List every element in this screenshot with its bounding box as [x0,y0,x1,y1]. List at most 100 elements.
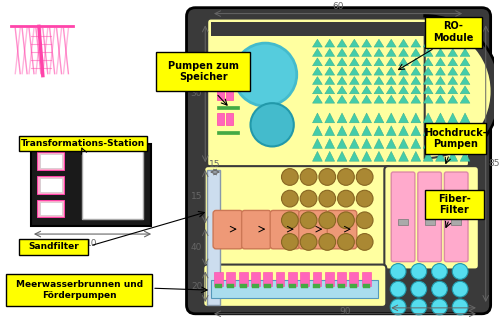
Polygon shape [448,95,458,103]
Polygon shape [374,58,384,66]
Circle shape [319,190,336,207]
Polygon shape [398,113,408,123]
FancyBboxPatch shape [298,211,328,249]
Text: RO-
Module: RO- Module [433,22,474,43]
Circle shape [282,233,298,250]
Bar [31,145,151,226]
Polygon shape [386,67,396,75]
Polygon shape [460,67,470,75]
Polygon shape [350,77,360,84]
Polygon shape [325,39,334,47]
Polygon shape [325,77,334,84]
Polygon shape [436,67,446,75]
Text: 15: 15 [191,192,202,201]
Polygon shape [411,95,421,103]
Polygon shape [436,86,446,94]
Polygon shape [374,95,384,103]
FancyBboxPatch shape [444,172,468,261]
Bar [276,272,284,286]
Polygon shape [423,95,433,103]
Bar [326,284,332,288]
Polygon shape [374,138,384,148]
Polygon shape [362,113,372,123]
Polygon shape [411,86,421,94]
Polygon shape [411,138,421,148]
Polygon shape [448,113,458,123]
Polygon shape [337,58,347,66]
Polygon shape [436,113,446,123]
Bar [19,136,147,151]
Bar [226,113,233,125]
Bar [214,272,223,286]
Polygon shape [386,39,396,47]
Polygon shape [362,86,372,94]
Bar [338,284,345,288]
Polygon shape [448,49,458,56]
Polygon shape [423,86,433,94]
Text: 30: 30 [191,89,202,98]
Polygon shape [436,49,446,56]
Polygon shape [325,95,334,103]
Polygon shape [423,113,433,123]
Bar [288,272,297,286]
Polygon shape [386,77,396,84]
Polygon shape [337,86,347,94]
Polygon shape [448,67,458,75]
Circle shape [234,43,297,106]
Polygon shape [374,126,384,136]
Polygon shape [350,151,360,161]
Polygon shape [423,67,433,75]
Circle shape [300,169,317,185]
Circle shape [390,299,406,315]
Polygon shape [460,58,470,66]
Circle shape [356,233,373,250]
Polygon shape [337,126,347,136]
FancyBboxPatch shape [186,8,490,314]
Polygon shape [398,77,408,84]
Bar [217,113,224,125]
Polygon shape [411,49,421,56]
Polygon shape [312,49,322,56]
Polygon shape [337,77,347,84]
Polygon shape [350,86,360,94]
Polygon shape [411,151,421,161]
Polygon shape [398,86,408,94]
Polygon shape [325,67,334,75]
Polygon shape [325,126,334,136]
Polygon shape [325,113,334,123]
Text: Pumpen zum
Speicher: Pumpen zum Speicher [168,61,238,82]
Polygon shape [411,39,421,47]
Circle shape [282,190,298,207]
Circle shape [356,190,373,207]
Polygon shape [312,67,322,75]
Polygon shape [337,151,347,161]
Polygon shape [312,95,322,103]
Circle shape [452,281,468,297]
Bar [452,219,461,225]
Polygon shape [448,39,458,47]
Polygon shape [448,86,458,94]
Bar [217,106,238,109]
Bar [217,81,238,84]
Polygon shape [460,126,470,136]
Polygon shape [312,151,322,161]
Polygon shape [312,58,322,66]
Polygon shape [411,58,421,66]
Text: Fiber-
Filter: Fiber- Filter [438,194,470,215]
Polygon shape [374,86,384,94]
Circle shape [282,169,298,185]
FancyBboxPatch shape [384,166,479,270]
Polygon shape [374,77,384,84]
Bar [424,190,484,219]
Polygon shape [423,126,433,136]
Polygon shape [350,95,360,103]
Polygon shape [350,58,360,66]
Bar [217,131,238,134]
Circle shape [300,190,317,207]
FancyBboxPatch shape [418,172,442,261]
Circle shape [250,103,294,147]
Text: Sandfilter: Sandfilter [28,242,79,251]
Polygon shape [386,58,396,66]
Polygon shape [350,113,360,123]
Bar [211,23,465,36]
